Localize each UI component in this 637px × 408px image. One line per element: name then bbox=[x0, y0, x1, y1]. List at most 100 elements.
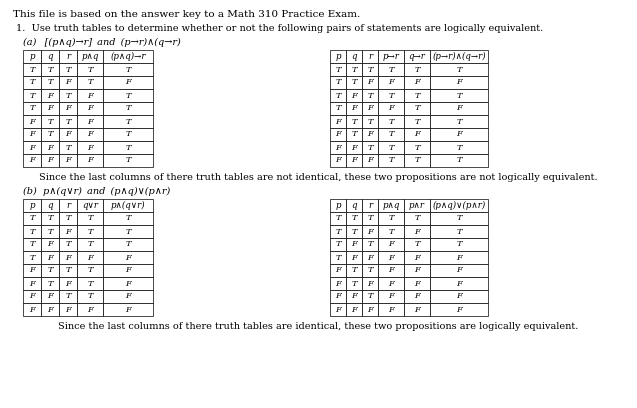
Bar bbox=[378, 128, 404, 141]
Bar bbox=[103, 199, 153, 212]
Bar bbox=[378, 277, 404, 290]
Bar bbox=[103, 115, 153, 128]
Text: F: F bbox=[47, 104, 53, 113]
Bar bbox=[59, 76, 77, 89]
Text: p→r: p→r bbox=[383, 52, 399, 61]
Text: F: F bbox=[367, 228, 373, 235]
Bar bbox=[330, 238, 346, 251]
Text: T: T bbox=[414, 240, 420, 248]
Bar bbox=[378, 212, 404, 225]
Text: F: F bbox=[367, 279, 373, 288]
Text: (p→r)∧(q→r): (p→r)∧(q→r) bbox=[432, 52, 486, 61]
Bar bbox=[103, 154, 153, 167]
Text: T: T bbox=[367, 66, 373, 73]
Text: T: T bbox=[65, 215, 71, 222]
Bar bbox=[378, 102, 404, 115]
Bar bbox=[330, 63, 346, 76]
Bar bbox=[404, 128, 430, 141]
Bar bbox=[378, 238, 404, 251]
Text: F: F bbox=[29, 118, 35, 126]
Bar bbox=[430, 102, 488, 115]
Bar bbox=[378, 141, 404, 154]
Bar bbox=[41, 251, 59, 264]
Bar bbox=[362, 199, 378, 212]
Bar bbox=[430, 89, 488, 102]
Text: T: T bbox=[414, 104, 420, 113]
Bar bbox=[346, 290, 362, 303]
Bar bbox=[23, 238, 41, 251]
Text: F: F bbox=[456, 78, 462, 86]
Text: 1.  Use truth tables to determine whether or not the following pairs of statemen: 1. Use truth tables to determine whether… bbox=[16, 24, 543, 33]
Bar bbox=[346, 251, 362, 264]
Text: F: F bbox=[367, 253, 373, 262]
Text: F: F bbox=[29, 144, 35, 151]
Text: T: T bbox=[65, 118, 71, 126]
Text: T: T bbox=[414, 91, 420, 100]
Text: T: T bbox=[335, 253, 341, 262]
Text: T: T bbox=[367, 240, 373, 248]
Text: (p∧q)∨(p∧r): (p∧q)∨(p∧r) bbox=[433, 201, 485, 210]
Text: T: T bbox=[87, 228, 93, 235]
Bar bbox=[404, 264, 430, 277]
Text: T: T bbox=[87, 293, 93, 301]
Text: T: T bbox=[29, 91, 35, 100]
Text: q: q bbox=[47, 52, 53, 61]
Text: F: F bbox=[87, 157, 93, 164]
Text: T: T bbox=[351, 215, 357, 222]
Bar bbox=[41, 102, 59, 115]
Text: T: T bbox=[414, 144, 420, 151]
Bar bbox=[378, 199, 404, 212]
Text: F: F bbox=[87, 91, 93, 100]
Text: T: T bbox=[456, 144, 462, 151]
Bar bbox=[23, 251, 41, 264]
Bar bbox=[330, 141, 346, 154]
Bar bbox=[430, 238, 488, 251]
Bar bbox=[103, 290, 153, 303]
Bar bbox=[346, 141, 362, 154]
Bar bbox=[346, 76, 362, 89]
Bar bbox=[23, 102, 41, 115]
Bar bbox=[77, 63, 103, 76]
Text: q: q bbox=[351, 201, 357, 210]
Bar bbox=[23, 50, 41, 63]
Text: T: T bbox=[335, 78, 341, 86]
Bar bbox=[362, 277, 378, 290]
Text: T: T bbox=[456, 215, 462, 222]
Text: F: F bbox=[388, 266, 394, 275]
Text: T: T bbox=[125, 228, 131, 235]
Bar bbox=[41, 212, 59, 225]
Bar bbox=[430, 128, 488, 141]
Bar bbox=[103, 102, 153, 115]
Bar bbox=[404, 141, 430, 154]
Bar bbox=[77, 264, 103, 277]
Text: T: T bbox=[351, 279, 357, 288]
Text: F: F bbox=[47, 240, 53, 248]
Bar bbox=[346, 89, 362, 102]
Bar bbox=[430, 212, 488, 225]
Bar bbox=[430, 251, 488, 264]
Text: r: r bbox=[66, 52, 70, 61]
Text: T: T bbox=[87, 240, 93, 248]
Text: p: p bbox=[335, 201, 341, 210]
Bar bbox=[430, 76, 488, 89]
Text: F: F bbox=[351, 91, 357, 100]
Text: This file is based on the answer key to a Math 310 Practice Exam.: This file is based on the answer key to … bbox=[13, 10, 361, 19]
Bar bbox=[404, 115, 430, 128]
Bar bbox=[23, 63, 41, 76]
Bar bbox=[346, 303, 362, 316]
Text: F: F bbox=[335, 306, 341, 313]
Text: F: F bbox=[65, 306, 71, 313]
Text: F: F bbox=[335, 266, 341, 275]
Bar bbox=[430, 63, 488, 76]
Text: F: F bbox=[47, 293, 53, 301]
Text: T: T bbox=[335, 240, 341, 248]
Bar bbox=[59, 277, 77, 290]
Bar bbox=[41, 264, 59, 277]
Bar bbox=[404, 154, 430, 167]
Bar bbox=[59, 128, 77, 141]
Bar bbox=[77, 238, 103, 251]
Bar bbox=[23, 141, 41, 154]
Bar bbox=[378, 290, 404, 303]
Text: F: F bbox=[456, 253, 462, 262]
Text: T: T bbox=[414, 118, 420, 126]
